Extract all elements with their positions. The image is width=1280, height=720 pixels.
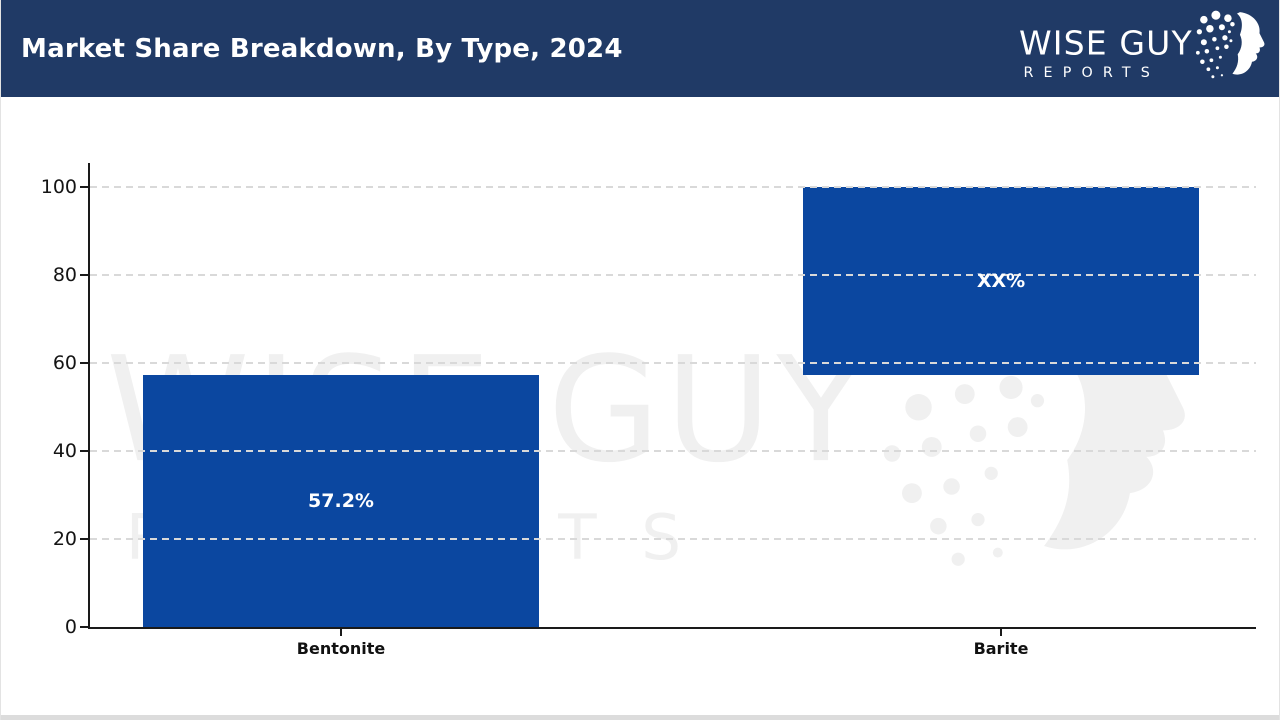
y-tick-mark	[80, 362, 88, 364]
bottom-edge-strip	[1, 715, 1279, 720]
bar-barite	[803, 187, 1199, 376]
y-tick-label: 100	[40, 176, 77, 198]
y-tick-mark	[80, 450, 88, 452]
gridline	[90, 274, 1256, 276]
x-axis-line	[88, 627, 1256, 629]
y-tick-label: 20	[52, 528, 77, 550]
y-tick-mark	[80, 274, 88, 276]
bar-bentonite	[143, 375, 539, 627]
x-tick-mark	[340, 629, 342, 636]
y-tick-mark	[80, 626, 88, 628]
bar-value-label: XX%	[976, 270, 1026, 293]
category-label-barite: Barite	[973, 639, 1029, 658]
x-tick-mark	[1000, 629, 1002, 636]
y-tick-mark	[80, 538, 88, 540]
header-bar: Market Share Breakdown, By Type, 2024	[1, 0, 1279, 97]
y-tick-label: 40	[52, 440, 77, 462]
wise-guy-reports-logo	[1019, 10, 1265, 81]
gridline	[90, 362, 1256, 364]
gridline	[90, 538, 1256, 540]
y-axis-line	[88, 163, 90, 629]
bar-value-label: 57.2%	[308, 490, 374, 513]
y-tick-mark	[80, 186, 88, 188]
category-label-bentonite: Bentonite	[296, 639, 386, 658]
y-tick-label: 0	[64, 616, 77, 638]
gridline	[90, 450, 1256, 452]
bar-chart: 0 20 40 60 80 100 57.2% Bentonite XX% Barite	[1, 97, 1279, 715]
y-tick-label: 80	[52, 264, 77, 286]
page-title: Market Share Breakdown, By Type, 2024	[21, 33, 623, 64]
y-tick-label: 60	[52, 352, 77, 374]
gridline	[90, 186, 1256, 188]
